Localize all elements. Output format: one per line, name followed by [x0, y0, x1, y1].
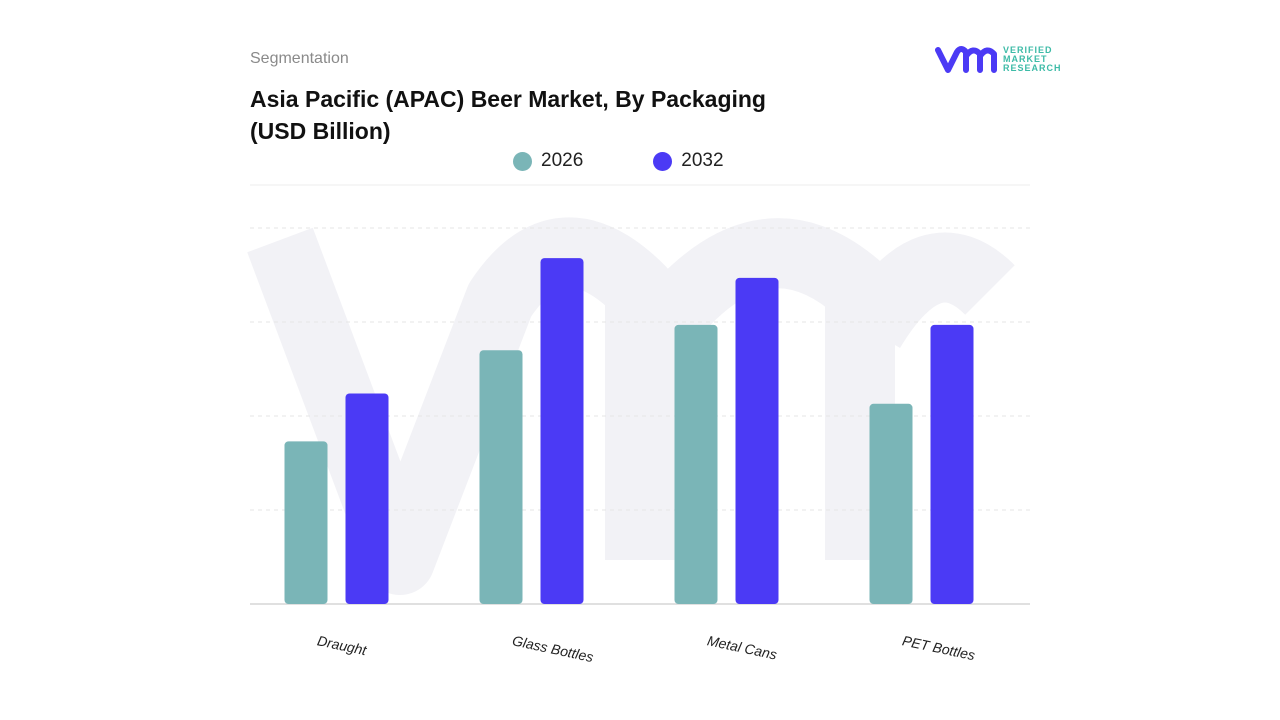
logo: VERIFIED MARKET RESEARCH [935, 44, 1062, 74]
bar-2032-glass-bottles [540, 258, 584, 604]
logo-text-2: MARKET [1003, 53, 1048, 64]
bar-2032-pet-bottles [930, 324, 974, 604]
watermark-logo [247, 217, 1015, 595]
chart-title: Asia Pacific (APAC) Beer Market, By Pack… [250, 86, 766, 144]
vmr-logo-icon [935, 46, 997, 73]
bar-2032-metal-cans [735, 277, 779, 604]
legend-item-2026: 2026 [513, 150, 583, 172]
section-label: Segmentation [250, 50, 349, 67]
bar-2026-pet-bottles [869, 403, 913, 604]
x-tick-label: Draught [316, 632, 369, 658]
legend-swatch-2026 [513, 151, 532, 171]
x-tick-label: Metal Cans [706, 632, 779, 662]
legend-label: 2026 [541, 150, 584, 171]
x-tick-label: PET Bottles [901, 632, 977, 663]
bar-2026-glass-bottles [479, 350, 523, 604]
legend-item-2032: 2032 [653, 150, 724, 172]
legend-swatch-2032 [653, 151, 673, 171]
bar-2032-draught [345, 393, 389, 604]
bar-2026-draught [284, 441, 328, 604]
logo-text-3: RESEARCH [1003, 62, 1062, 73]
legend: 2026 2032 [513, 150, 724, 172]
bar-2026-metal-cans [674, 324, 718, 604]
legend-label: 2032 [681, 150, 724, 171]
x-tick-label: Glass Bottles [511, 632, 595, 665]
logo-text-1: VERIFIED [1003, 44, 1053, 55]
